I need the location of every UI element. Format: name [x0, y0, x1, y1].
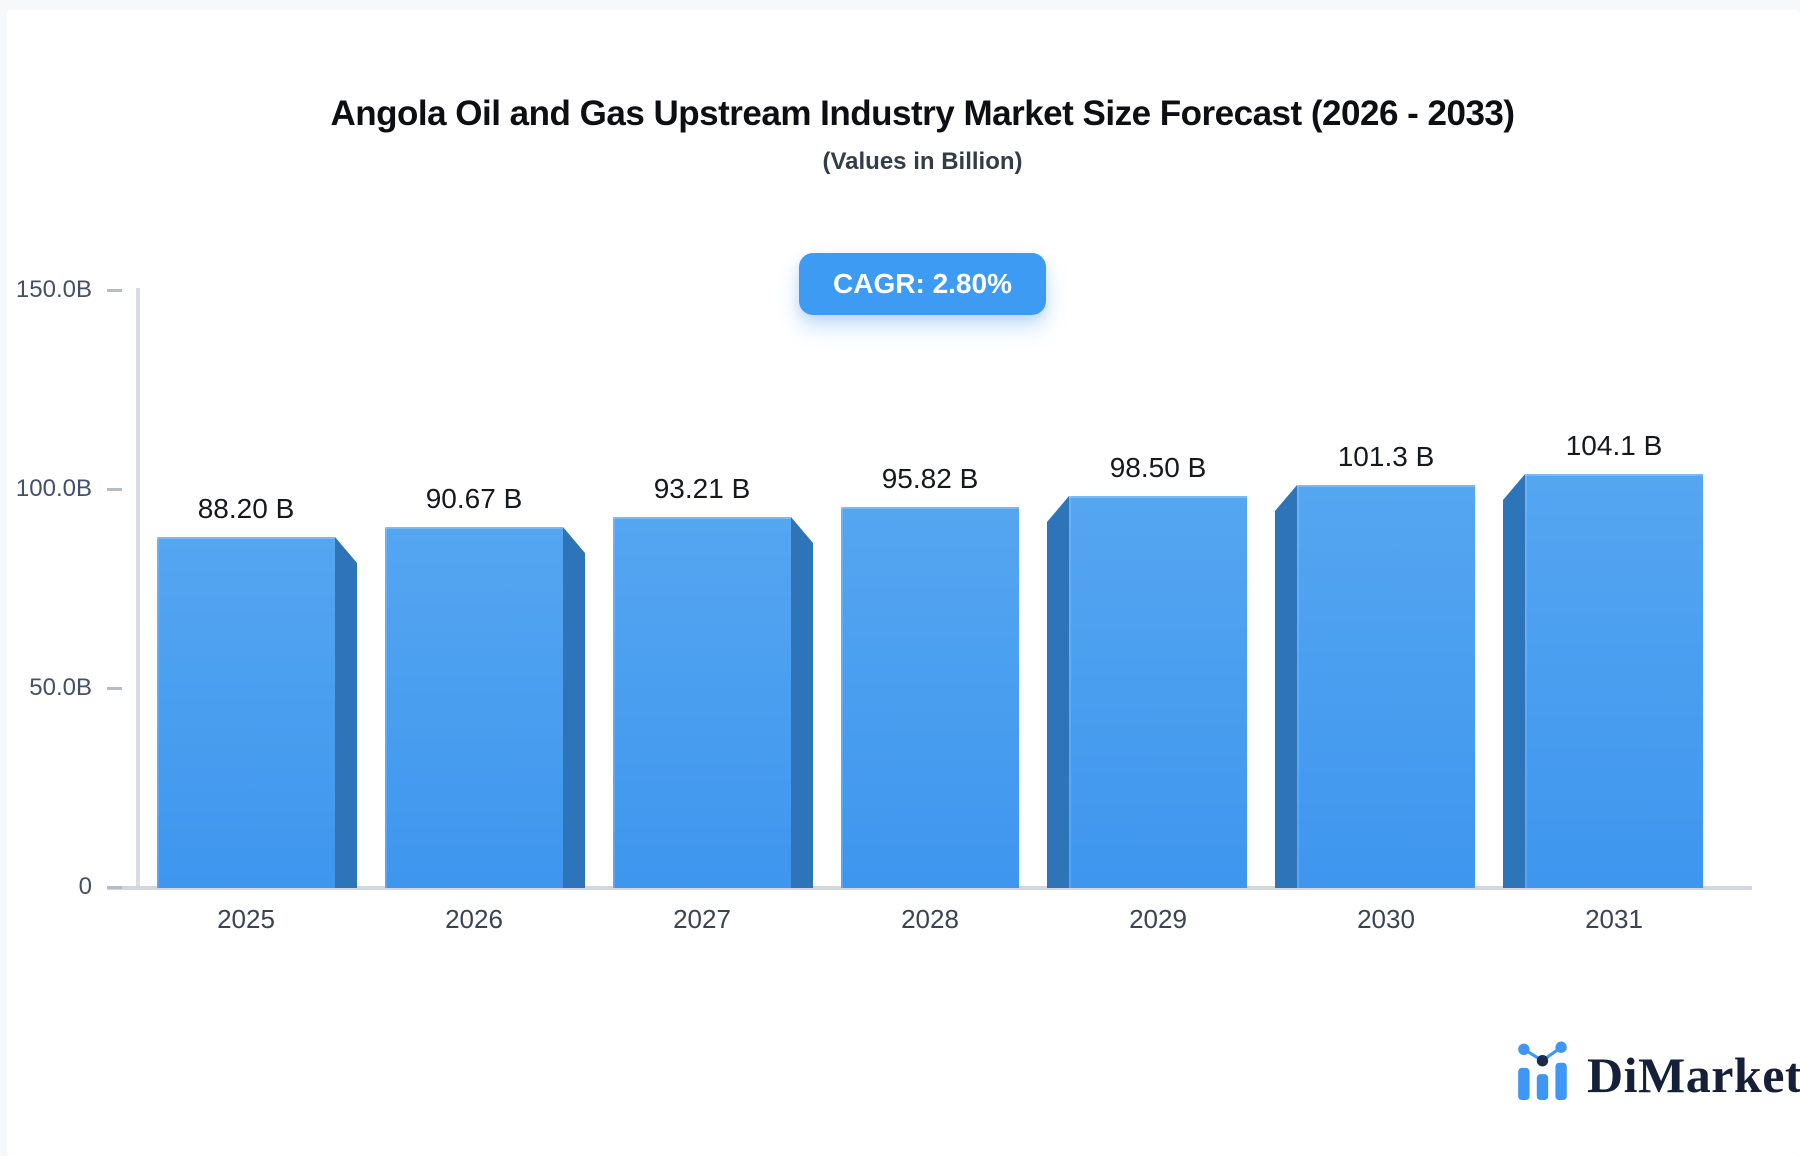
bar-value-label-2029: 98.50 B	[1109, 452, 1207, 483]
x-axis-label-2025: 2025	[217, 904, 275, 934]
y-axis-line	[136, 288, 140, 888]
cagr-badge: CAGR: 2.80%	[799, 253, 1046, 315]
dimarket-brand: DiMarket	[1515, 1040, 1800, 1100]
bar-2028[interactable]	[841, 507, 1019, 888]
bar-2029[interactable]	[1069, 496, 1247, 888]
bar-value-label-2028: 95.82 B	[881, 463, 979, 494]
bar-2030[interactable]	[1297, 485, 1475, 888]
chart-column: Angola Oil and Gas Upstream Industry Mar…	[16, 10, 1800, 1156]
bar-2027[interactable]	[613, 517, 791, 888]
y-tick-label-100.0B: 100.0B	[15, 475, 92, 502]
bar-side-face-2025	[335, 537, 357, 888]
y-tick-0	[107, 886, 122, 889]
x-axis-label-2026: 2026	[445, 904, 503, 934]
y-tick-label-0: 0	[78, 873, 92, 900]
chart-subtitle: (Values in Billion)	[822, 148, 1023, 175]
brand-name: DiMarket	[1587, 1047, 1800, 1103]
y-tick-label-150.0B: 150.0B	[15, 276, 92, 303]
x-axis-label-2029: 2029	[1129, 904, 1187, 934]
bar-2031[interactable]	[1525, 474, 1703, 888]
bar-side-face-2031	[1503, 474, 1525, 888]
x-axis-label-2030: 2030	[1357, 904, 1415, 934]
x-axis-label-2027: 2027	[673, 904, 731, 934]
y-tick-100.0B	[107, 488, 122, 491]
bar-side-face-2030	[1275, 485, 1297, 888]
cagr-badge-row: CAGR: 2.80%	[100, 253, 1745, 315]
bar-value-label-2025: 88.20 B	[197, 493, 295, 524]
x-axis-label-2028: 2028	[901, 904, 959, 934]
bar-side-face-2026	[563, 527, 585, 888]
chart-card: Angola Oil and Gas Upstream Industry Mar…	[7, 10, 1800, 1156]
bar-side-face-2029	[1047, 496, 1069, 888]
bar-value-label-2031: 104.1 B	[1565, 430, 1663, 461]
bar-value-label-2027: 93.21 B	[653, 473, 751, 504]
bar-value-label-2030: 101.3 B	[1337, 441, 1435, 472]
chart-title: Angola Oil and Gas Upstream Industry Mar…	[330, 94, 1515, 133]
plot-area: 0 50.0B 100.0B 150.0B 88.20 B 2025 90.67 B 2026…	[16, 276, 1752, 934]
y-tick-50.0B	[107, 687, 122, 690]
y-tick-150.0B	[107, 289, 122, 292]
x-axis-baseline	[107, 886, 1752, 890]
bar-line-chart-icon	[1518, 1041, 1567, 1100]
bar-2025[interactable]	[157, 537, 335, 888]
x-axis-label-2031: 2031	[1585, 904, 1643, 934]
bar-2026[interactable]	[385, 527, 563, 888]
y-tick-label-50.0B: 50.0B	[29, 674, 92, 701]
bar-side-face-2027	[791, 517, 813, 888]
bar-value-label-2026: 90.67 B	[425, 483, 523, 514]
